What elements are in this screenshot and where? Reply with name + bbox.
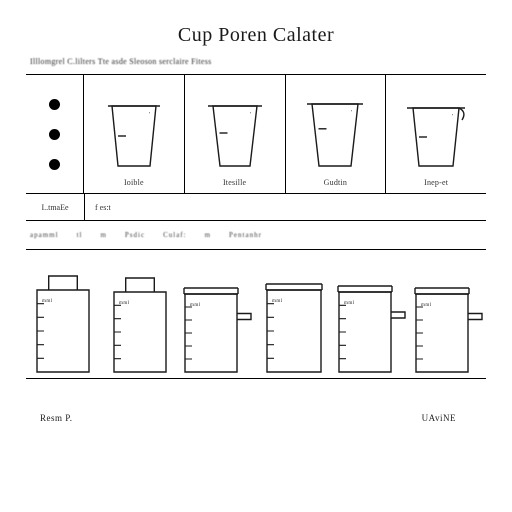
cup-wrap: ' <box>304 83 366 178</box>
midline-token: tl <box>77 231 83 239</box>
container-cell: mml <box>28 256 99 376</box>
cup-label: Gudtin <box>324 178 347 187</box>
bullet-column <box>26 75 84 193</box>
cup-cell: ' Inep-et <box>386 75 486 193</box>
page-title: Cup Poren Calater <box>26 24 486 47</box>
svg-text:mml: mml <box>119 301 130 306</box>
container-cell: mml <box>413 256 484 376</box>
cup-comparison-row: ' Ioible ' Itesille ' Gudtin ' Inep-et <box>26 74 486 194</box>
cup-cell: ' Itesille <box>185 75 286 193</box>
container-icon: mml <box>112 276 170 376</box>
bullet-icon <box>49 159 60 170</box>
svg-text:': ' <box>149 112 150 118</box>
container-icon: mml <box>414 286 484 376</box>
container-icon: mml <box>35 274 93 376</box>
bullet-icon <box>49 129 60 140</box>
midline-token: Culaf: <box>163 231 187 239</box>
container-icon: mml <box>337 284 407 376</box>
svg-text:mml: mml <box>190 303 201 308</box>
cup-wrap: ' <box>105 83 163 178</box>
cup-icon: ' <box>105 102 163 172</box>
footer-labels: Resm P. UAviNE <box>26 379 486 423</box>
cup-cell: ' Gudtin <box>286 75 387 193</box>
label-strip-right: f es:t <box>85 203 486 212</box>
midline-tokens: apamml tl m Psdic Culaf: m Pentanhr <box>26 221 486 249</box>
cup-label: Itesille <box>223 178 246 187</box>
container-cell: mml <box>182 256 253 376</box>
cup-icon: ' <box>304 100 366 172</box>
cup-label: Inep-et <box>424 178 448 187</box>
page-subtitle: Illlomgrel C.lilters Tte asde Sleoson se… <box>26 57 486 66</box>
page: Cup Poren Calater Illlomgrel C.lilters T… <box>0 0 512 512</box>
footer-right: UAviNE <box>422 413 456 423</box>
midline-token: Pentanhr <box>229 231 262 239</box>
cup-icon: ' <box>404 104 468 172</box>
cup-cells: ' Ioible ' Itesille ' Gudtin ' Inep-et <box>84 75 486 193</box>
container-cell: mml <box>259 256 330 376</box>
svg-text:mml: mml <box>272 299 283 304</box>
label-strip-left: I..tmaEe <box>26 194 85 220</box>
container-cell: mml <box>105 256 176 376</box>
svg-text:mml: mml <box>421 303 432 308</box>
midline-token: Psdic <box>125 231 145 239</box>
cup-label: Ioible <box>124 178 144 187</box>
cup-wrap: ' <box>404 83 468 178</box>
bullet-icon <box>49 99 60 110</box>
container-cell: mml <box>336 256 407 376</box>
container-icon: mml <box>265 282 325 376</box>
label-right-text: f es:t <box>95 203 111 212</box>
midline-token: apamml <box>30 231 59 239</box>
midline-token: m <box>100 231 106 239</box>
svg-text:mml: mml <box>42 299 53 304</box>
footer-left: Resm P. <box>40 413 73 423</box>
svg-text:': ' <box>250 112 251 118</box>
container-icon: mml <box>183 286 253 376</box>
cup-icon: ' <box>205 102 265 172</box>
svg-text:': ' <box>452 114 453 120</box>
cup-wrap: ' <box>205 83 265 178</box>
label-strip: I..tmaEe f es:t <box>26 194 486 221</box>
container-row: mml mml mml mml mml mml <box>26 249 486 379</box>
svg-text:': ' <box>351 110 352 116</box>
label-left-text: I..tmaEe <box>41 203 68 212</box>
cup-cell: ' Ioible <box>84 75 185 193</box>
midline-token: m <box>205 231 211 239</box>
svg-text:mml: mml <box>344 301 355 306</box>
